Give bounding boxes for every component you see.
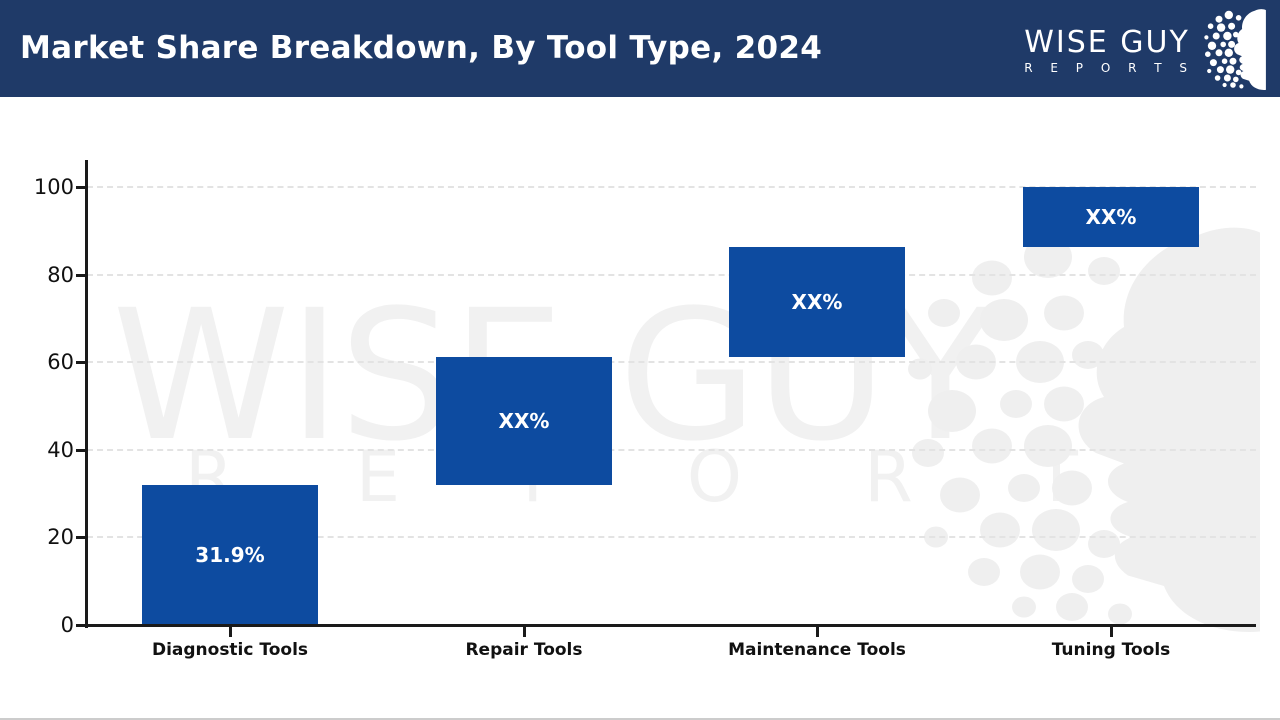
brand-name: WISE GUY: [1024, 24, 1190, 60]
bar: XX%: [729, 246, 905, 357]
bar-value-label: XX%: [791, 289, 843, 314]
y-tick-mark: [76, 448, 87, 452]
x-tick-mark: [523, 627, 526, 637]
brand-subtitle: R E P O R T S: [1024, 60, 1194, 75]
y-tick-mark: [76, 536, 87, 540]
bar: 31.9%: [142, 485, 318, 625]
y-gridline: [87, 361, 1256, 364]
y-tick-label: 80: [47, 262, 74, 287]
x-axis-line: [85, 624, 1256, 627]
y-tick-label: 40: [47, 437, 74, 462]
page-title: Market Share Breakdown, By Tool Type, 20…: [20, 30, 823, 66]
header-banner: Market Share Breakdown, By Tool Type, 20…: [0, 0, 1280, 97]
y-gridline: [87, 273, 1256, 276]
bar: XX%: [1023, 187, 1199, 247]
y-tick-label: 100: [33, 175, 74, 199]
y-tick-label: 20: [47, 525, 74, 550]
y-tick-mark: [76, 361, 87, 365]
brand-logo: WISE GUY R E P O R T S: [1024, 8, 1268, 92]
bar-value-label: 31.9%: [195, 543, 265, 568]
x-tick-mark: [229, 627, 232, 637]
category-label: Diagnostic Tools: [151, 640, 309, 660]
y-tick-mark: [76, 186, 87, 189]
bar-value-label: XX%: [1085, 204, 1137, 229]
y-axis-line: [85, 160, 88, 628]
y-tick-mark: [76, 273, 87, 277]
brand-logo-text: WISE GUY R E P O R T S: [1024, 24, 1194, 75]
y-tick-label: 0: [60, 613, 74, 637]
y-gridline: [87, 186, 1256, 188]
y-tick-label: 60: [47, 350, 74, 375]
y-tick-mark: [76, 624, 87, 627]
y-gridline: [87, 536, 1256, 539]
bottom-rule: [0, 718, 1280, 720]
y-gridline: [87, 448, 1256, 451]
bar: XX%: [436, 356, 612, 486]
x-tick-mark: [816, 627, 819, 637]
category-label: Maintenance Tools: [728, 640, 906, 660]
bar-value-label: XX%: [498, 409, 550, 434]
category-label: Repair Tools: [465, 640, 583, 660]
x-tick-mark: [1110, 627, 1113, 637]
category-label: Tuning Tools: [1051, 640, 1171, 660]
